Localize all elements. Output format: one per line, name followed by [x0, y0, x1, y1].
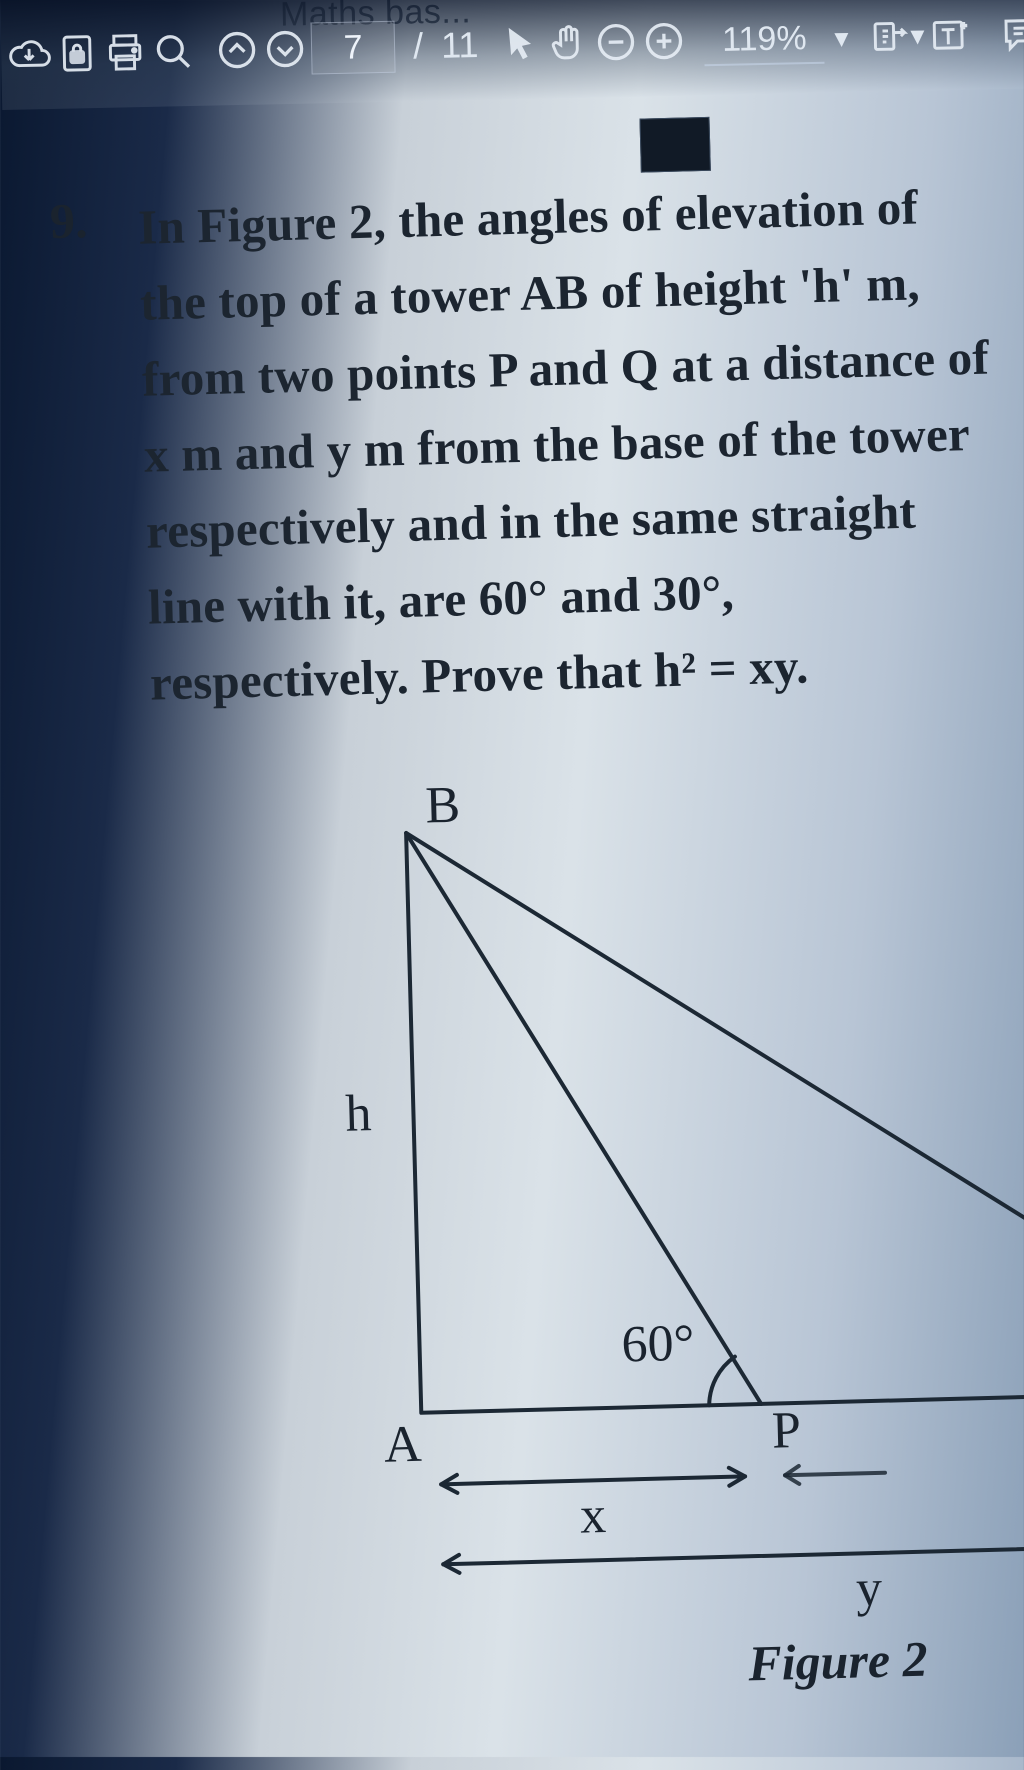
save-cloud-icon[interactable]	[7, 26, 52, 83]
label-B: B	[425, 775, 461, 835]
add-text-icon[interactable]	[928, 7, 973, 64]
read-aloud-icon[interactable]	[868, 8, 913, 65]
figure-caption: Figure 2	[748, 1629, 929, 1692]
page-slash: /	[413, 25, 424, 67]
page-current-input[interactable]	[311, 21, 396, 75]
toolbar-separator	[488, 15, 489, 75]
hand-icon[interactable]	[546, 15, 591, 72]
search-icon[interactable]	[151, 23, 196, 80]
zoom-value: 119%	[704, 12, 825, 67]
toolbar-separator	[858, 7, 859, 67]
label-y: y	[855, 1558, 883, 1618]
page-down-icon[interactable]	[263, 21, 308, 78]
label-h: h	[345, 1084, 373, 1144]
comment-icon[interactable]	[992, 5, 1024, 62]
toolbar-separator	[982, 4, 983, 64]
question-text: In Figure 2, the angles of elevation of …	[137, 168, 999, 722]
pointer-icon[interactable]	[498, 16, 543, 73]
document-page: 9. In Figure 2, the angles of elevation …	[0, 127, 1024, 1770]
zoom-out-icon[interactable]	[594, 14, 639, 71]
figure-2: B h A 60° P 30° Q x y Figure 2	[275, 748, 1024, 1696]
label-60: 60°	[621, 1313, 695, 1374]
page-indicator: / 11	[311, 19, 479, 74]
chevron-down-icon[interactable]: ▾	[834, 21, 849, 54]
pdf-toolbar: / 11 119% ▾ ▾ ▾ ▾	[0, 0, 1024, 110]
toolbar-separator	[204, 21, 205, 81]
question-number: 9.	[49, 191, 117, 724]
print-icon[interactable]	[103, 24, 148, 81]
zoom-in-icon[interactable]	[642, 13, 687, 70]
page-total: 11	[441, 24, 479, 67]
label-A: A	[383, 1414, 422, 1474]
page-thumbnail	[639, 117, 710, 173]
zoom-indicator[interactable]: 119% ▾	[704, 11, 849, 66]
label-P: P	[771, 1400, 801, 1460]
secure-page-icon[interactable]	[55, 25, 100, 82]
label-x: x	[579, 1486, 607, 1546]
page-up-icon[interactable]	[215, 22, 260, 79]
